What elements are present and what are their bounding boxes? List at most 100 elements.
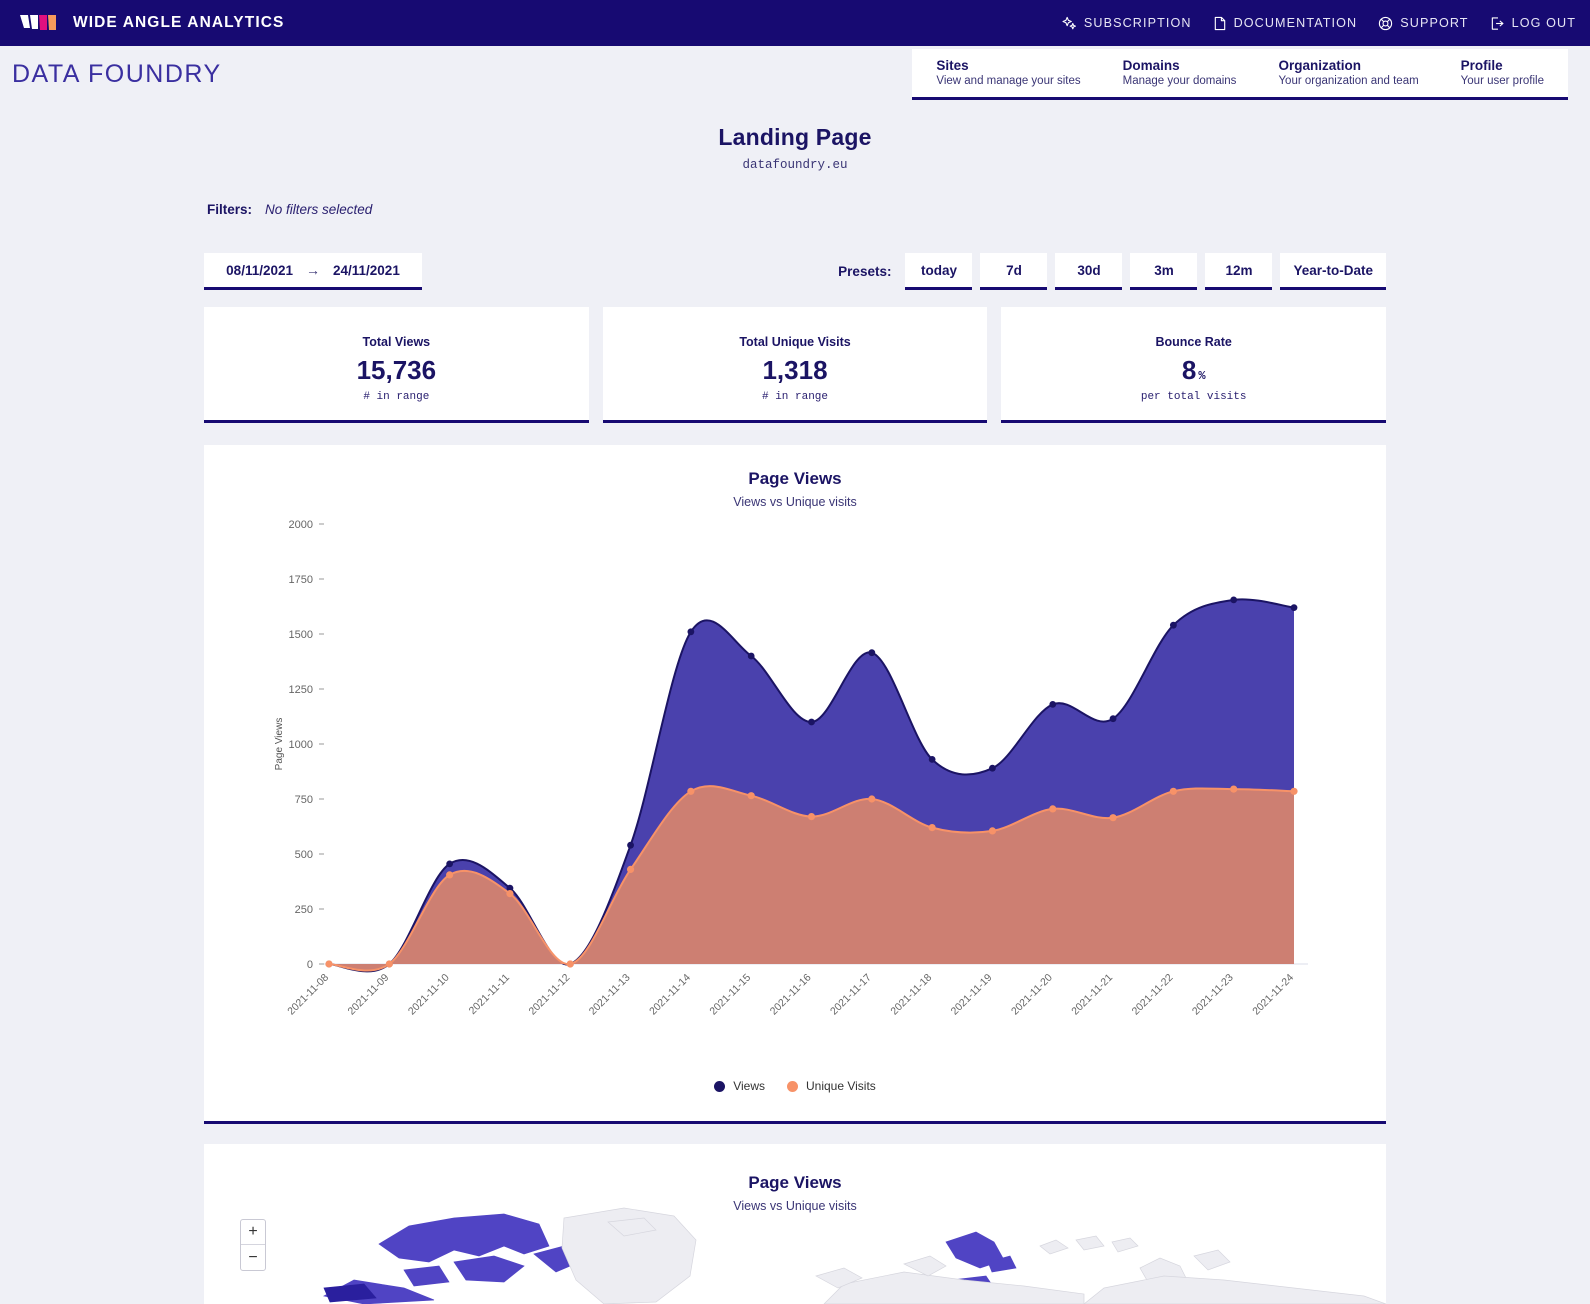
topnav-label-documentation: Documentation <box>1233 16 1358 30</box>
chart-plot-area[interactable]: 0 250 500 750 1000 1250 1500 1750 2000 2021-11-08… <box>204 509 1386 1087</box>
site-header: Data Foundry Sites View and manage your … <box>0 46 1590 102</box>
page-title: Landing Page <box>718 124 872 150</box>
svg-text:2021-11-14: 2021-11-14 <box>647 972 693 1018</box>
date-range-picker[interactable]: 08/11/2021 → 24/11/2021 <box>204 253 422 290</box>
mainnav-item-organization[interactable]: Organization Your organization and team <box>1260 58 1442 89</box>
geo-map-panel: + − Page Views Views vs Unique visits <box>204 1144 1386 1304</box>
svg-text:2021-11-22: 2021-11-22 <box>1130 972 1176 1018</box>
map-zoom-in-button[interactable]: + <box>241 1220 265 1245</box>
svg-text:1250: 1250 <box>289 684 313 696</box>
site-name: Data Foundry <box>12 59 222 88</box>
preset-button-year-to-date[interactable]: Year-to-Date <box>1280 253 1386 290</box>
mainnav-item-sites[interactable]: Sites View and manage your sites <box>912 58 1104 89</box>
filters-label: Filters: <box>207 202 253 217</box>
svg-text:500: 500 <box>295 849 313 861</box>
page-views-chart-panel: Page Views Views vs Unique visits 0 250 50… <box>204 445 1386 1124</box>
svg-text:2021-11-10: 2021-11-10 <box>406 972 452 1018</box>
stat-card-total-unique-visits: Total Unique Visits 1,318 # in range <box>602 307 988 423</box>
stat-value: 15,736 <box>204 355 589 386</box>
svg-text:0: 0 <box>307 959 313 971</box>
legend-item-views[interactable]: Views <box>714 1079 765 1093</box>
svg-text:2021-11-21: 2021-11-21 <box>1069 972 1115 1018</box>
stat-title: Total Views <box>362 335 431 349</box>
filters-value[interactable]: No filters selected <box>265 202 373 217</box>
svg-text:750: 750 <box>295 794 313 806</box>
svg-text:2021-11-12: 2021-11-12 <box>526 972 572 1018</box>
top-nav: Subscription Documentation Support <box>1062 16 1576 31</box>
svg-text:250: 250 <box>295 904 313 916</box>
svg-text:2021-11-18: 2021-11-18 <box>888 972 934 1018</box>
svg-text:2021-11-11: 2021-11-11 <box>467 972 512 1017</box>
topnav-label-subscription: Subscription <box>1083 16 1192 30</box>
mainnav-sub-profile: Your user profile <box>1460 74 1544 87</box>
preset-button-30d[interactable]: 30d <box>1055 253 1123 290</box>
stat-number: 1,318 <box>762 355 828 385</box>
mainnav-title-sites: Sites <box>936 57 969 73</box>
mainnav-title-organization: Organization <box>1278 57 1361 73</box>
stat-title: Total Unique Visits <box>739 335 851 349</box>
stat-title: Bounce Rate <box>1155 335 1232 349</box>
svg-text:1000: 1000 <box>289 739 313 751</box>
stat-footnote: per total visits <box>1140 391 1247 403</box>
date-range-start: 08/11/2021 <box>226 262 293 278</box>
page-subtitle: datafoundry.eu <box>742 158 848 172</box>
topnav-label-support: Support <box>1400 16 1469 30</box>
logout-icon <box>1490 16 1505 31</box>
svg-text:2021-11-16: 2021-11-16 <box>768 972 814 1018</box>
page-heading: Landing Page datafoundry.eu <box>0 102 1590 172</box>
svg-text:2021-11-09: 2021-11-09 <box>346 972 392 1018</box>
page-views-area-chart[interactable]: 0 250 500 750 1000 1250 1500 1750 2000 2021-11-08… <box>204 509 1386 1087</box>
chart-title: Page Views <box>748 469 842 488</box>
topnav-item-support[interactable]: Support <box>1378 16 1468 31</box>
svg-text:2021-11-13: 2021-11-13 <box>587 972 633 1018</box>
legend-dot-views-icon <box>714 1080 726 1092</box>
brand-name: Wide Angle Analytics <box>73 14 285 31</box>
svg-text:2021-11-20: 2021-11-20 <box>1009 972 1055 1018</box>
sparkles-icon <box>1062 16 1077 31</box>
map-title: Page Views <box>748 1173 842 1192</box>
map-zoom-out-button[interactable]: − <box>248 1248 258 1266</box>
mainnav-item-domains[interactable]: Domains Manage your domains <box>1105 58 1261 89</box>
legend-item-unique-visits[interactable]: Unique Visits <box>786 1079 876 1093</box>
svg-text:2021-11-24: 2021-11-24 <box>1250 972 1296 1018</box>
map-zoom-controls: + − <box>240 1219 266 1271</box>
date-range-arrow-icon: → <box>306 262 320 278</box>
stat-card-total-views: Total Views 15,736 # in range <box>204 307 589 423</box>
topnav-label-logout: Log Out <box>1511 16 1576 30</box>
preset-button-3m[interactable]: 3m <box>1130 253 1198 290</box>
stat-footnote: # in range <box>762 391 829 403</box>
svg-text:2021-11-08: 2021-11-08 <box>285 972 331 1018</box>
presets-label: Presets: <box>838 264 892 279</box>
brand[interactable]: Wide Angle Analytics <box>20 14 284 32</box>
svg-text:2021-11-17: 2021-11-17 <box>828 972 874 1018</box>
topnav-item-logout[interactable]: Log Out <box>1490 16 1576 31</box>
svg-text:2021-11-23: 2021-11-23 <box>1190 972 1236 1018</box>
chart-legend: Views Unique Visits <box>204 1079 1386 1121</box>
lifebuoy-icon <box>1378 16 1393 31</box>
stat-suffix: % <box>1198 369 1206 383</box>
preset-button-today[interactable]: today <box>905 253 973 290</box>
stat-number: 15,736 <box>356 355 437 385</box>
world-map[interactable] <box>204 1184 1386 1304</box>
stat-number: 8 <box>1181 355 1197 385</box>
topnav-item-subscription[interactable]: Subscription <box>1062 16 1192 31</box>
topnav-item-documentation[interactable]: Documentation <box>1213 16 1358 31</box>
mainnav-title-profile: Profile <box>1460 57 1503 73</box>
legend-label-views: Views <box>733 1079 765 1093</box>
document-icon <box>1213 16 1227 31</box>
chart-subtitle: Views vs Unique visits <box>733 495 857 509</box>
preset-button-12m[interactable]: 12m <box>1205 253 1273 290</box>
stat-value: 8% <box>1001 355 1386 386</box>
legend-label-unique-visits: Unique Visits <box>805 1079 876 1093</box>
mainnav-sub-sites: View and manage your sites <box>936 74 1081 87</box>
mainnav-item-profile[interactable]: Profile Your user profile <box>1443 58 1568 89</box>
svg-text:1500: 1500 <box>289 629 313 641</box>
stat-value: 1,318 <box>603 355 988 386</box>
svg-text:2021-11-15: 2021-11-15 <box>707 972 753 1018</box>
svg-text:1750: 1750 <box>289 574 313 586</box>
presets-group: Presets: today 7d 30d 3m 12m Year-to-Dat… <box>838 253 1386 290</box>
mainnav-sub-organization: Your organization and team <box>1278 74 1419 87</box>
controls-row: 08/11/2021 → 24/11/2021 Presets: today 7… <box>0 253 1590 290</box>
preset-button-7d[interactable]: 7d <box>980 253 1048 290</box>
filters-bar: Filters: No filters selected <box>207 202 1590 217</box>
